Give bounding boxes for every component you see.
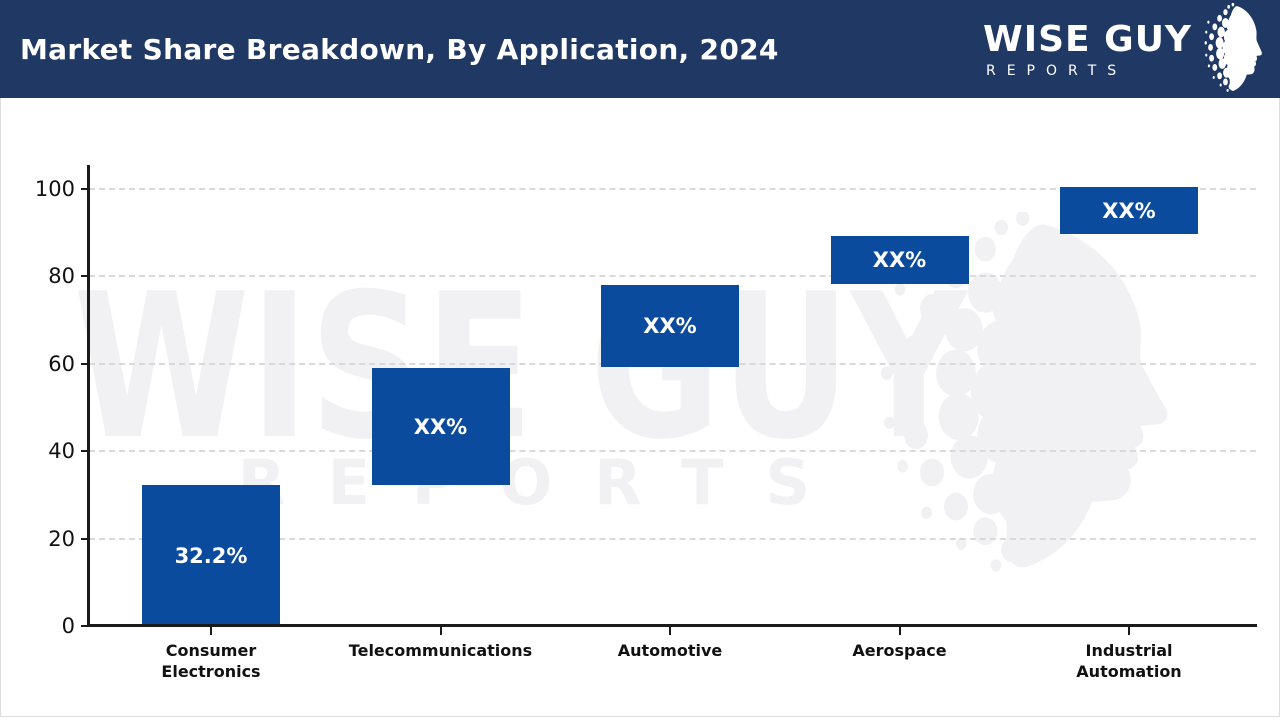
x-axis-tick-aerospace [898,627,901,635]
y-axis-line [87,165,90,627]
header-band: Market Share Breakdown, By Application, … [0,0,1280,98]
brand-logo-text: WISE GUY REPORTS [982,18,1192,79]
category-label-line: Automotive [617,641,723,660]
x-axis-category-label-industrial-automation: Industrial Automation [1014,640,1244,682]
watermark-text-wiseguy: WISE GUY [73,251,967,484]
bar-consumer-electronics [142,485,280,626]
bar-value-label-automotive: XX% [643,314,697,339]
bar-industrial-automation [1060,187,1198,234]
bar-value-label-aerospace: XX% [872,248,927,273]
x-axis-tick-consumer-electronics [210,627,212,635]
y-axis-tick-0 [81,625,89,627]
y-axis-tick-100 [81,187,89,190]
bar-aerospace [830,236,969,284]
x-axis-category-label-consumer-electronics: Consumer Electronics [96,640,326,682]
watermark-text-reports: REPORTS [237,446,853,519]
category-label-line: Electronics [161,662,261,681]
gridline-y-40 [89,450,1256,452]
bar-telecommunications [371,367,510,486]
brand-name: WISE GUY [982,18,1192,60]
category-label-line: Automation [1076,662,1182,681]
y-axis-tick-label-0: 0 [61,614,75,638]
page-title: Market Share Breakdown, By Application, … [20,32,779,66]
category-label-line: Consumer [165,641,257,660]
x-axis-category-label-telecommunications: Telecommunications [326,640,556,661]
gridline-y-80 [89,275,1256,277]
bar-automotive [601,285,739,368]
y-axis-tick-label-100: 100 [34,176,75,201]
y-axis-tick-label-80: 80 [48,264,75,288]
brand-subname: REPORTS [985,62,1128,79]
x-axis-tick-automotive [669,627,671,635]
bar-value-label-consumer-electronics: 32.2% [174,543,248,568]
y-axis-tick-20 [81,537,89,540]
x-axis-tick-industrial-automation [1128,627,1130,635]
x-axis-line [87,624,1257,627]
category-label-line: Industrial [1085,641,1173,660]
y-axis-tick-label-40: 40 [48,439,75,463]
y-axis-tick-label-60: 60 [48,351,75,376]
gridline-y-20 [89,537,1256,540]
bar-value-label-telecommunications: XX% [413,414,468,439]
x-axis-category-label-automotive: Automotive [555,640,785,661]
category-label-line: Telecommunications [348,641,533,660]
y-axis-tick-60 [81,362,89,365]
y-axis-tick-label-20: 20 [48,526,75,551]
bar-value-label-industrial-automation: XX% [1102,198,1156,223]
y-axis-tick-80 [81,275,89,277]
y-axis-tick-40 [81,450,89,452]
category-label-line: Aerospace [852,641,947,660]
brand-dotted-face-icon [1204,3,1262,92]
x-axis-category-label-aerospace: Aerospace [785,640,1015,661]
brand-logo: WISE GUY REPORTS [983,3,1280,95]
gridline-y-100 [89,187,1256,190]
x-axis-tick-telecommunications [439,627,442,635]
